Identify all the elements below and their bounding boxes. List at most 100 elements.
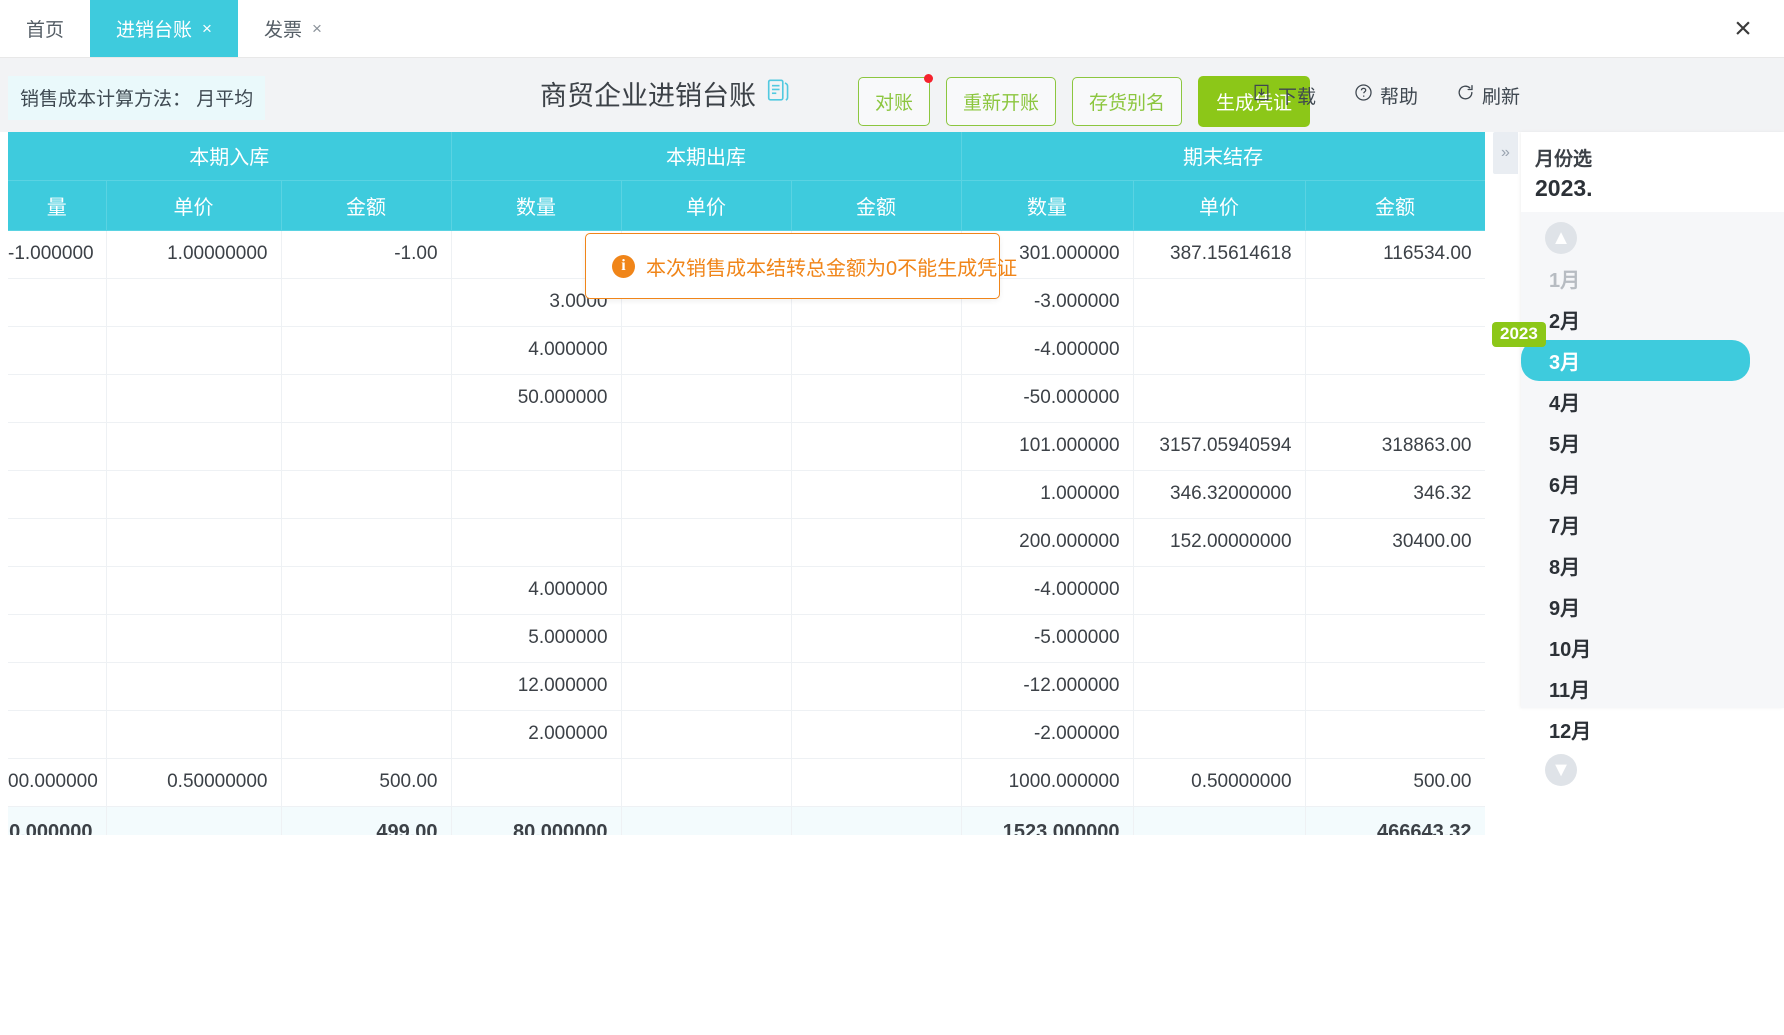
cell (791, 710, 962, 759)
cell (1305, 614, 1485, 663)
cell: 2.000000 (451, 710, 622, 759)
tab-label: 进销台账 (116, 20, 193, 41)
cell (1305, 566, 1485, 615)
scroll-up-button[interactable]: ▲ (1545, 222, 1577, 254)
month-item-11[interactable]: 11月 (1549, 680, 1591, 702)
cell (451, 758, 622, 807)
month-item-7[interactable]: 7月 (1549, 516, 1581, 538)
total-cell (1133, 806, 1306, 835)
cell (621, 326, 792, 375)
reopen-account-button[interactable]: 重新开账 (946, 77, 1057, 126)
scroll-down-button[interactable]: ▼ (1545, 754, 1577, 786)
month-item-2[interactable]: 2月 (1549, 311, 1581, 333)
toolbar: 销售成本计算方法： 月平均 商贸企业进销台账 对账 重新开账 存货别名 生成凭证 (0, 58, 1784, 132)
cell (621, 614, 792, 663)
cell: 0.50000000 (1133, 758, 1306, 807)
inventory-alias-button[interactable]: 存货别名 (1072, 77, 1183, 126)
help-icon (1354, 83, 1373, 108)
close-icon[interactable]: × (311, 19, 322, 38)
col-inbound-amount[interactable]: 金额 (281, 180, 452, 231)
refresh-button[interactable]: 刷新 (1456, 82, 1520, 109)
month-item-9[interactable]: 9月 (1549, 598, 1581, 620)
cell: 387.15614618 (1133, 230, 1306, 279)
cell (281, 566, 452, 615)
table-total-row: 0.000000 499.00 80.000000 1523.000000 46… (8, 806, 1485, 835)
cell (621, 662, 792, 711)
month-item-12[interactable]: 12月 (1549, 721, 1592, 743)
cell: -50.000000 (961, 374, 1134, 423)
month-panel-value: 2023. (1535, 175, 1593, 201)
tab-ledger[interactable]: 进销台账 × (90, 0, 238, 57)
table-row[interactable]: 12.000000 -12.000000 (8, 662, 1485, 711)
month-item-10[interactable]: 10月 (1549, 639, 1592, 661)
window-close-icon[interactable]: × (1734, 11, 1752, 45)
cell (106, 614, 282, 663)
col-closing-price[interactable]: 单价 (1133, 180, 1306, 231)
cell (106, 710, 282, 759)
table-row[interactable]: 1.000000 346.32000000 346.32 (8, 470, 1485, 519)
table-row[interactable]: 00.000000 0.50000000 500.00 1000.000000 … (8, 758, 1485, 807)
table-row[interactable]: 200.000000 152.00000000 30400.00 (8, 518, 1485, 567)
group-header-inbound: 本期入库 (8, 132, 452, 181)
cell (621, 710, 792, 759)
month-item-4[interactable]: 4月 (1549, 393, 1581, 415)
table-row[interactable]: 101.000000 3157.05940594 318863.00 (8, 422, 1485, 471)
tab-invoice[interactable]: 发票 × (238, 0, 348, 57)
cell: -1.00 (281, 230, 452, 279)
help-button[interactable]: 帮助 (1354, 82, 1418, 109)
cell (451, 470, 622, 519)
cell: 4.000000 (451, 566, 622, 615)
month-item-6[interactable]: 6月 (1549, 475, 1581, 497)
cell: -5.000000 (961, 614, 1134, 663)
cell (8, 278, 107, 327)
cell (281, 662, 452, 711)
month-item-8[interactable]: 8月 (1549, 557, 1581, 579)
cell (8, 662, 107, 711)
warning-notification-text: 本次销售成本结转总金额为0不能生成凭证 (646, 257, 1018, 280)
download-button[interactable]: 下载 (1252, 82, 1316, 109)
col-inbound-qty[interactable]: 量 (8, 180, 107, 231)
document-icon[interactable] (766, 77, 792, 110)
table-sub-header-row: 量 单价 金额 数量 单价 金额 数量 单价 金额 (8, 180, 1485, 231)
cell (106, 374, 282, 423)
cell: 500.00 (1305, 758, 1485, 807)
cell (791, 326, 962, 375)
table-row[interactable]: 5.000000 -5.000000 (8, 614, 1485, 663)
chevron-down-icon: ▼ (1551, 758, 1571, 781)
cell (281, 326, 452, 375)
page-title-text: 商贸企业进销台账 (540, 81, 756, 111)
download-icon (1252, 83, 1271, 108)
col-outbound-qty[interactable]: 数量 (451, 180, 622, 231)
cell (1133, 614, 1306, 663)
cell (1305, 710, 1485, 759)
table-row[interactable]: 4.000000 -4.000000 (8, 566, 1485, 615)
col-outbound-price[interactable]: 单价 (621, 180, 792, 231)
month-item-5[interactable]: 5月 (1549, 434, 1581, 456)
cell: -12.000000 (961, 662, 1134, 711)
cell: 1.000000 (961, 470, 1134, 519)
col-inbound-price[interactable]: 单价 (106, 180, 282, 231)
month-item-1[interactable]: 1月 (1549, 270, 1581, 292)
total-cell: 0.000000 (8, 806, 107, 835)
reconcile-button[interactable]: 对账 (858, 74, 934, 126)
tab-home[interactable]: 首页 (0, 0, 90, 57)
col-closing-amount[interactable]: 金额 (1305, 180, 1485, 231)
close-icon[interactable]: × (202, 19, 212, 38)
cell: -1.000000 (8, 230, 107, 279)
cell (8, 614, 107, 663)
table-row[interactable]: 50.000000 -50.000000 (8, 374, 1485, 423)
col-outbound-amount[interactable]: 金额 (791, 180, 962, 231)
cell (451, 518, 622, 567)
cell (106, 566, 282, 615)
help-label: 帮助 (1380, 87, 1419, 108)
cell (281, 422, 452, 471)
month-item-3[interactable]: 3月 (1521, 340, 1750, 381)
table-row[interactable]: 2.000000 -2.000000 (8, 710, 1485, 759)
year-badge: 2023 (1492, 322, 1546, 347)
generate-voucher-button[interactable]: 生成凭证 (1198, 76, 1311, 127)
panel-collapse-button[interactable]: » (1493, 132, 1518, 174)
table-row[interactable]: 4.000000 -4.000000 (8, 326, 1485, 375)
col-closing-qty[interactable]: 数量 (961, 180, 1134, 231)
cell (106, 662, 282, 711)
table-body: -1.000000 1.00000000 -1.00 301.000000 38… (8, 230, 1485, 835)
